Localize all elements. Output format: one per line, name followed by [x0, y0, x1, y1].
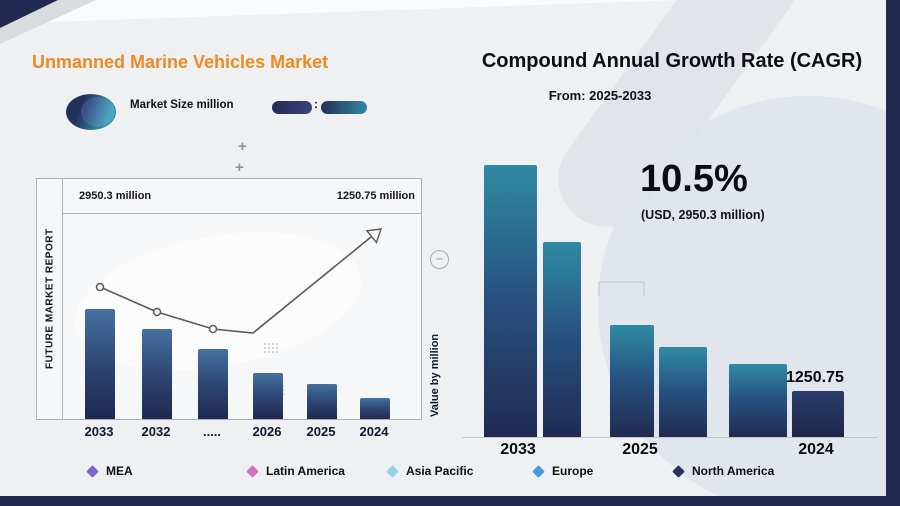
line-marker-icon: [208, 324, 218, 334]
plus-icon: +: [238, 138, 247, 155]
legend-label: North America: [692, 464, 775, 478]
chart-value-row: 2950.3 million 1250.75 million: [63, 179, 421, 214]
left-bar: [360, 398, 390, 419]
plus-icon: +: [235, 159, 244, 176]
top-diagonal-band: [0, 0, 697, 25]
right-chart-title: Compound Annual Growth Rate (CAGR): [481, 50, 863, 72]
cagr-base-value: (USD, 2950.3 million): [641, 208, 765, 222]
bottom-edge-bar: [0, 496, 900, 506]
right-x-label-2024: 2024: [798, 441, 834, 458]
left-bar: [307, 384, 337, 419]
minus-circle-icon: –: [430, 250, 449, 269]
legend-diamond-icon: [532, 464, 545, 478]
step-line-decoration: [598, 281, 645, 296]
side-label-column: FUTURE MARKET REPORT: [37, 179, 63, 419]
legend-label: Latin America: [266, 464, 345, 478]
value-right-label: 1250.75 million: [336, 190, 415, 202]
trend-line-overlay: [95, 228, 383, 334]
value-left-label: 2950.3 million: [79, 190, 152, 202]
right-bar: [792, 391, 844, 437]
legend-pill-separator: :: [314, 97, 318, 111]
market-size-legend-label: Market Size million: [130, 99, 234, 111]
line-marker-icon: [95, 282, 105, 292]
right-bar: [610, 325, 654, 437]
left-bar: [253, 373, 283, 419]
legend-pill-navy: [272, 101, 312, 114]
annotation-1250: 1250.75: [786, 369, 844, 386]
legend-diamond-icon: [246, 464, 259, 478]
legend-item-latin-america: Latin America: [246, 464, 345, 478]
left-bar: [198, 349, 228, 419]
left-x-label: 2025: [306, 424, 336, 439]
right-bar: [729, 364, 787, 437]
left-x-label: 2033: [84, 424, 114, 439]
left-plot: [63, 211, 421, 419]
cylinder-front-face: [81, 97, 115, 127]
right-x-label-2025: 2025: [622, 441, 658, 458]
left-bar: [142, 329, 172, 419]
left-x-label: .....: [202, 424, 222, 439]
right-x-label-2033: 2033: [500, 441, 536, 458]
legend-label: Europe: [552, 464, 594, 478]
right-edge-bar: [886, 0, 900, 506]
left-bar: [85, 309, 115, 419]
legend-diamond-icon: [86, 464, 99, 478]
line-marker-icon: [152, 307, 162, 317]
right-bar: [543, 242, 581, 437]
legend-item-mea: MEA: [86, 464, 133, 478]
right-chart-subtitle: From: 2025-2033: [548, 88, 652, 103]
legend-item-asia-pacific: Asia Pacific: [386, 464, 474, 478]
right-bar: [659, 347, 707, 437]
left-x-label: 2024: [359, 424, 389, 439]
legend-label: MEA: [106, 464, 133, 478]
left-xlabels: 2033 2032..... 2026 2025 2024: [62, 424, 420, 442]
region-legend: MEA Latin America Asia Pacific Europe North …: [0, 464, 900, 488]
legend-label: Asia Pacific: [406, 464, 474, 478]
legend-item-north-america: North America: [672, 464, 775, 478]
legend-item-europe: Europe: [532, 464, 594, 478]
right-bar: [484, 165, 537, 437]
side-label: FUTURE MARKET REPORT: [44, 228, 56, 370]
legend-diamond-icon: [672, 464, 685, 478]
cylinder-3d-icon: [66, 94, 116, 130]
right-y-axis-label: Value by million: [429, 333, 441, 417]
legend-pill-teal: [321, 101, 367, 114]
left-chart-panel: FUTURE MARKET REPORT 2950.3 million 1250…: [36, 178, 422, 420]
dot-grid-decoration: [263, 342, 279, 354]
left-x-label: 2026: [252, 424, 282, 439]
cagr-value: 10.5%: [640, 158, 748, 200]
right-x-axis-line: [462, 437, 878, 438]
legend-diamond-icon: [386, 464, 399, 478]
left-x-label: 2032: [141, 424, 171, 439]
left-chart-title: Unmanned Marine Vehicles Market: [32, 52, 329, 72]
trend-arrow-icon: [365, 228, 383, 244]
